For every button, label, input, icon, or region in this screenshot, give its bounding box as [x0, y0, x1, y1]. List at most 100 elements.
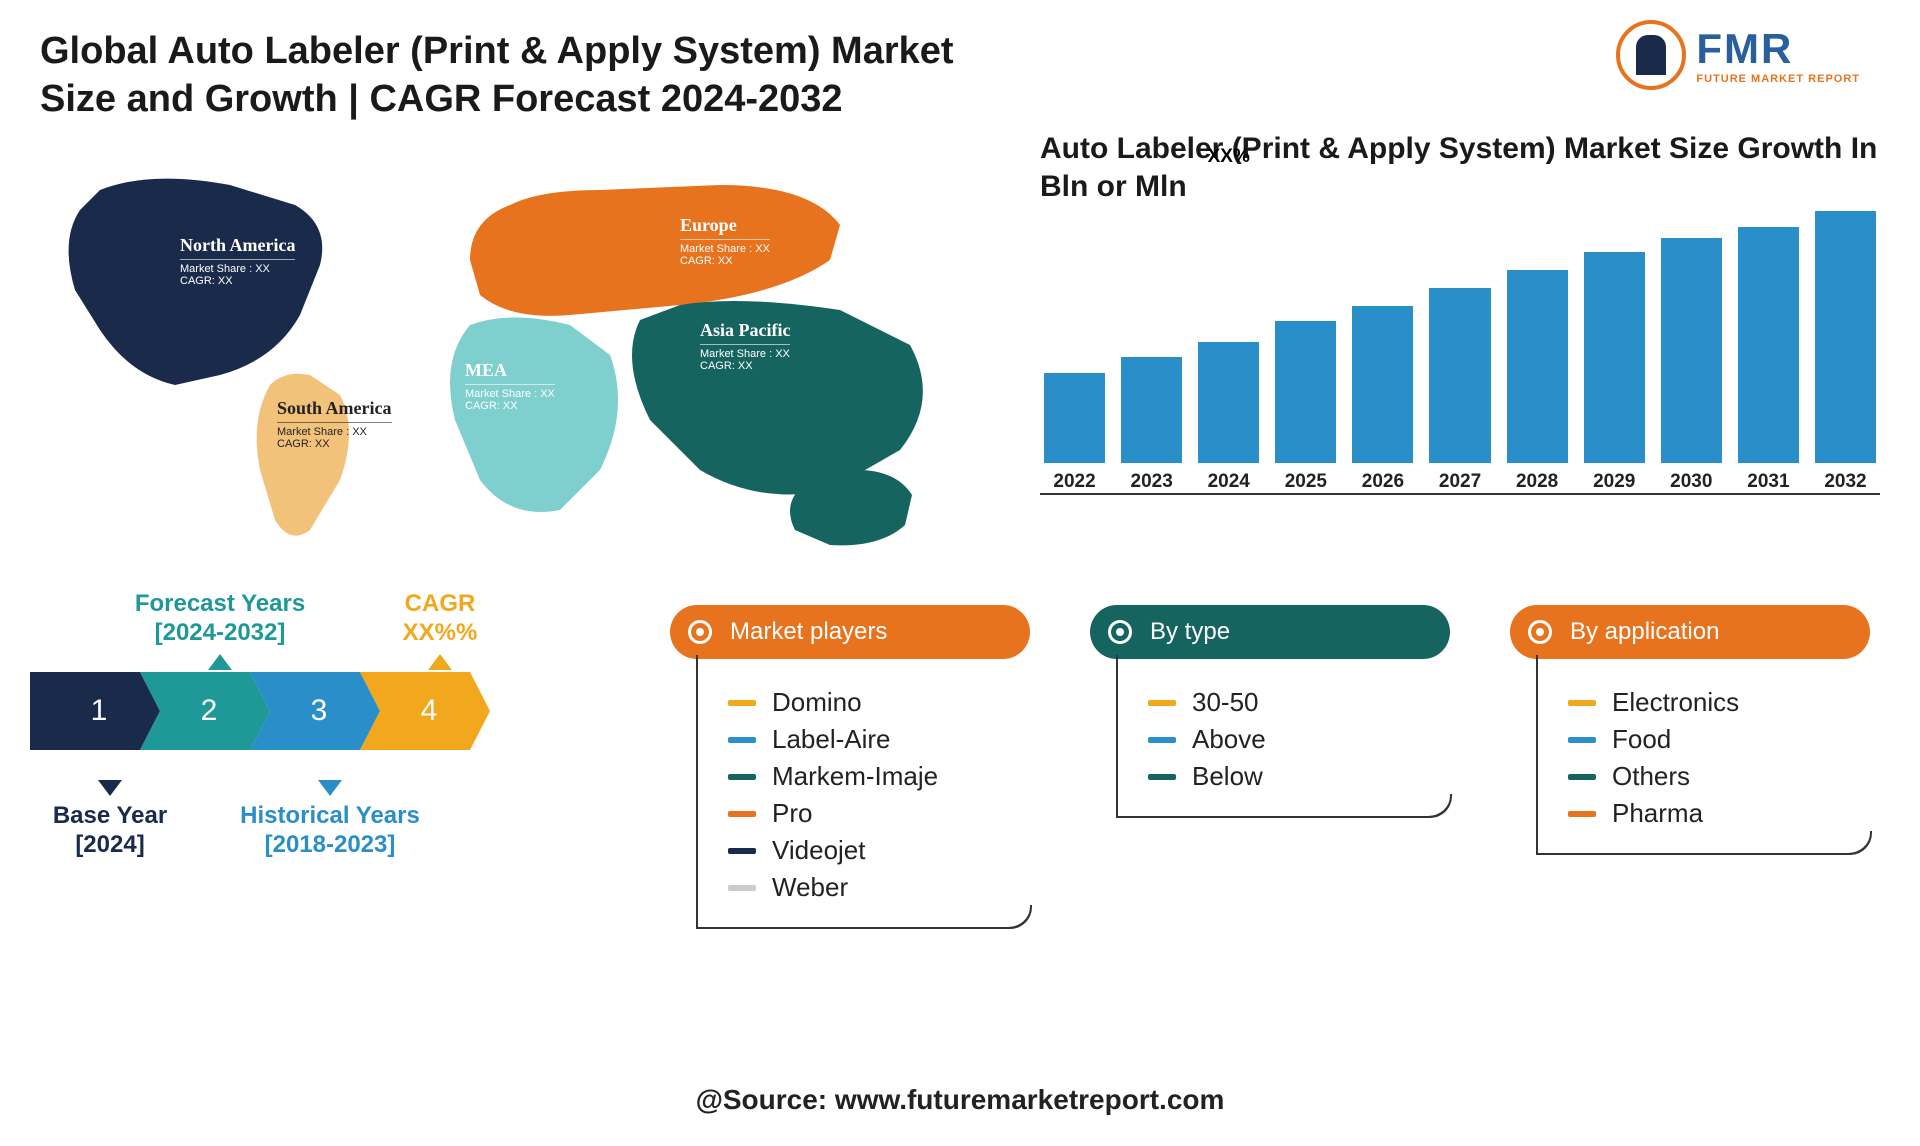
segment-item-label: Food: [1612, 724, 1671, 755]
bar-2032: XX%2032: [1815, 163, 1876, 493]
region-cagr: CAGR: XX: [180, 275, 295, 287]
segment-title: Market players: [730, 618, 887, 646]
growth-bar-chart: Auto Labeler (Print & Apply System) Mark…: [1040, 130, 1880, 550]
segment-item-label: Below: [1192, 761, 1263, 792]
fmr-logo: FMR FUTURE MARKET REPORT: [1616, 20, 1860, 90]
dash-icon: [1568, 700, 1596, 706]
region-cagr: CAGR: XX: [465, 400, 555, 412]
bar: [1275, 321, 1336, 463]
region-name: Asia Pacific: [700, 320, 790, 345]
segment-pill: By type: [1090, 605, 1450, 659]
dash-icon: [1568, 737, 1596, 743]
timeline-label: Base Year [2024]: [10, 774, 210, 860]
bar: [1661, 238, 1722, 463]
dash-icon: [1568, 774, 1596, 780]
segment-title: By application: [1570, 618, 1719, 646]
bar-year-label: 2023: [1131, 471, 1173, 493]
pill-dot-icon: [688, 620, 712, 644]
segment-item: Pharma: [1568, 798, 1850, 829]
arrow-down-icon: [318, 780, 342, 796]
segment-pill: Market players: [670, 605, 1030, 659]
bar: [1121, 357, 1182, 463]
bar-2031: 2031: [1738, 227, 1799, 493]
region-cagr: CAGR: XX: [700, 360, 790, 372]
dash-icon: [1148, 737, 1176, 743]
dash-icon: [728, 885, 756, 891]
segment-item: Pro: [728, 798, 1010, 829]
segment-item: Others: [1568, 761, 1850, 792]
segment-item-label: Label-Aire: [772, 724, 891, 755]
bar-2022: 2022: [1044, 373, 1105, 493]
bar-year-label: 2025: [1285, 471, 1327, 493]
region-cagr: CAGR: XX: [277, 438, 392, 450]
map-region-eu: [470, 185, 840, 316]
bar-year-label: 2024: [1208, 471, 1250, 493]
bar: [1044, 373, 1105, 463]
map-region-au: [790, 470, 912, 545]
region-share: Market Share : XX: [700, 348, 790, 360]
dash-icon: [728, 811, 756, 817]
segment-item-label: Videojet: [772, 835, 866, 866]
segment-item-label: Above: [1192, 724, 1266, 755]
pill-dot-icon: [1528, 620, 1552, 644]
bar-2025: 2025: [1275, 321, 1336, 493]
source-line: @Source: www.futuremarketreport.com: [0, 1084, 1920, 1116]
chart-bars: 20222023XX%20242025202620272028202920302…: [1040, 215, 1880, 495]
arrow-up-icon: [428, 654, 452, 670]
dash-icon: [1148, 700, 1176, 706]
segment: Market playersDominoLabel-AireMarkem-Ima…: [670, 605, 1030, 929]
arrow-up-icon: [208, 654, 232, 670]
bar: [1352, 306, 1413, 464]
bar-year-label: 2031: [1747, 471, 1789, 493]
dash-icon: [1568, 811, 1596, 817]
timeline-label: Forecast Years [2024-2032]: [120, 590, 320, 676]
bar-year-label: 2028: [1516, 471, 1558, 493]
page-title: Global Auto Labeler (Print & Apply Syste…: [40, 28, 1000, 123]
logo-main-text: FMR: [1696, 25, 1860, 73]
segment-title: By type: [1150, 618, 1230, 646]
region-name: South America: [277, 398, 392, 423]
segment: By application Electronics Food Others Pharm…: [1510, 605, 1870, 929]
region-label-na: North America Market Share : XX CAGR: XX: [180, 235, 295, 287]
segment-item: Weber: [728, 872, 1010, 903]
bar-2030: 2030: [1661, 238, 1722, 493]
bar: [1507, 270, 1568, 464]
region-share: Market Share : XX: [180, 263, 295, 275]
segment: By type 30-50 Above Below: [1090, 605, 1450, 929]
bar: [1429, 288, 1490, 464]
region-label-ap: Asia Pacific Market Share : XX CAGR: XX: [700, 320, 790, 372]
segment-item: Label-Aire: [728, 724, 1010, 755]
bar-annotation: XX%: [1208, 146, 1250, 168]
segments-row: Market playersDominoLabel-AireMarkem-Ima…: [670, 605, 1870, 929]
timeline-chevrons: 1234: [30, 672, 470, 750]
bar-2023: 2023: [1121, 357, 1182, 493]
world-map: North America Market Share : XX CAGR: XX…: [40, 150, 960, 550]
segment-item: Domino: [728, 687, 1010, 718]
dash-icon: [728, 737, 756, 743]
bar-2028: 2028: [1507, 270, 1568, 494]
region-label-mea: MEA Market Share : XX CAGR: XX: [465, 360, 555, 412]
arrow-down-icon: [98, 780, 122, 796]
region-cagr: CAGR: XX: [680, 255, 770, 267]
region-label-eu: Europe Market Share : XX CAGR: XX: [680, 215, 770, 267]
bar-year-label: 2032: [1824, 471, 1866, 493]
region-share: Market Share : XX: [277, 426, 392, 438]
segment-item-label: Weber: [772, 872, 848, 903]
segment-item: Food: [1568, 724, 1850, 755]
region-label-sa: South America Market Share : XX CAGR: XX: [277, 398, 392, 450]
segment-item: Electronics: [1568, 687, 1850, 718]
dash-icon: [728, 774, 756, 780]
segment-item-label: 30-50: [1192, 687, 1259, 718]
segment-item: 30-50: [1148, 687, 1430, 718]
bar: [1738, 227, 1799, 463]
bar-year-label: 2026: [1362, 471, 1404, 493]
segment-item-label: Electronics: [1612, 687, 1739, 718]
segment-item-label: Others: [1612, 761, 1690, 792]
segment-item: Videojet: [728, 835, 1010, 866]
bar: [1815, 211, 1876, 463]
bar-year-label: 2022: [1053, 471, 1095, 493]
segment-body: DominoLabel-AireMarkem-ImajeProVideojetW…: [696, 655, 1030, 929]
pill-dot-icon: [1108, 620, 1132, 644]
bar-year-label: 2030: [1670, 471, 1712, 493]
segment-item-label: Pharma: [1612, 798, 1703, 829]
